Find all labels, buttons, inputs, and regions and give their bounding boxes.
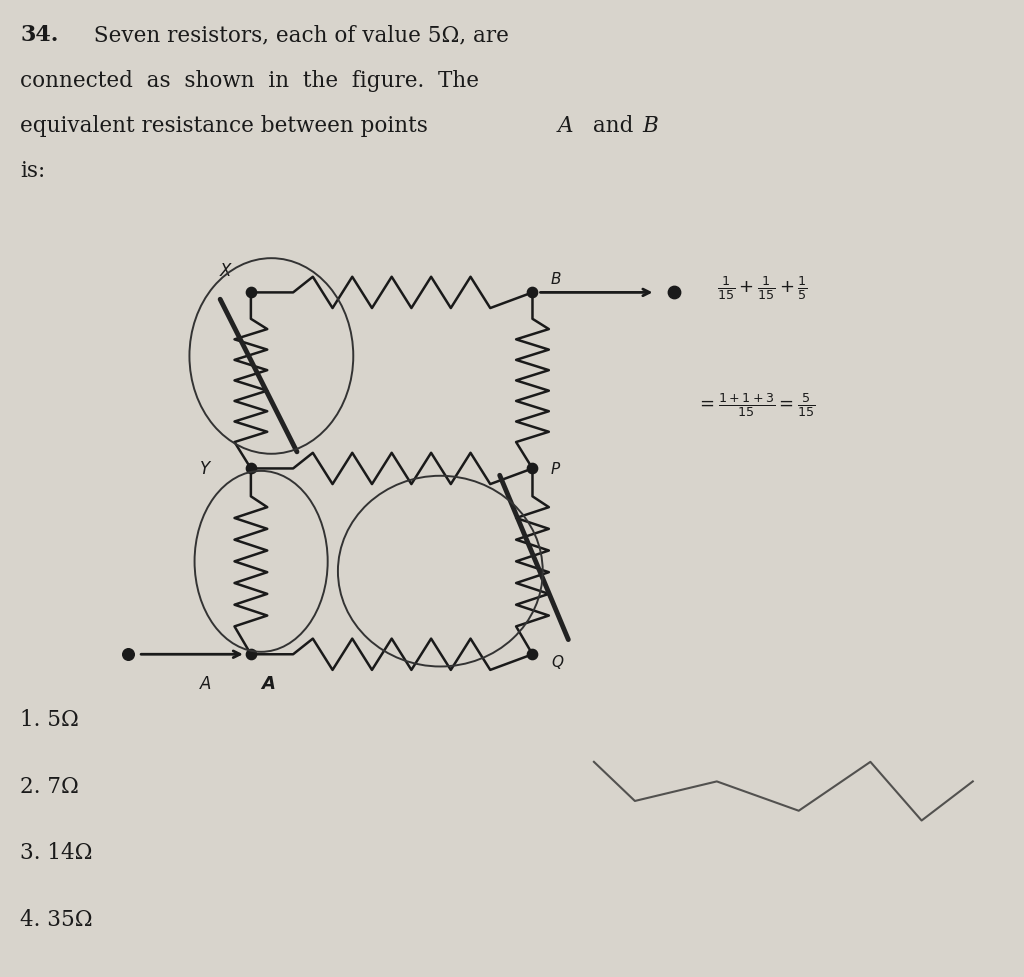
Text: and: and <box>586 115 640 137</box>
Text: B: B <box>642 115 657 137</box>
Text: A: A <box>200 675 211 693</box>
Text: Seven resistors, each of value 5Ω, are: Seven resistors, each of value 5Ω, are <box>87 24 509 46</box>
Text: Y: Y <box>200 460 210 478</box>
Text: B: B <box>551 272 561 286</box>
Text: 2. 7Ω: 2. 7Ω <box>20 775 79 796</box>
Point <box>524 285 541 301</box>
Point <box>524 647 541 662</box>
Text: P: P <box>551 462 560 477</box>
Text: A: A <box>261 675 275 693</box>
Point <box>524 461 541 477</box>
Text: X: X <box>220 262 231 279</box>
Text: A: A <box>558 115 573 137</box>
Point <box>243 461 259 477</box>
Text: equivalent resistance between points: equivalent resistance between points <box>20 115 435 137</box>
Point <box>243 647 259 662</box>
Text: Q: Q <box>551 655 563 669</box>
Text: connected  as  shown  in  the  figure.  The: connected as shown in the figure. The <box>20 70 479 92</box>
Text: 1. 5Ω: 1. 5Ω <box>20 708 79 730</box>
Text: $=\frac{1+1+3}{15}=\frac{5}{15}$: $=\frac{1+1+3}{15}=\frac{5}{15}$ <box>696 391 816 418</box>
Text: 34.: 34. <box>20 24 58 46</box>
Text: 4. 35Ω: 4. 35Ω <box>20 908 93 929</box>
Text: $\frac{1}{15}+\frac{1}{15}+\frac{1}{5}$: $\frac{1}{15}+\frac{1}{15}+\frac{1}{5}$ <box>717 274 808 301</box>
Text: 3. 14Ω: 3. 14Ω <box>20 841 93 863</box>
Text: is:: is: <box>20 160 46 182</box>
Point <box>243 285 259 301</box>
Point <box>666 285 682 301</box>
Point <box>120 647 136 662</box>
